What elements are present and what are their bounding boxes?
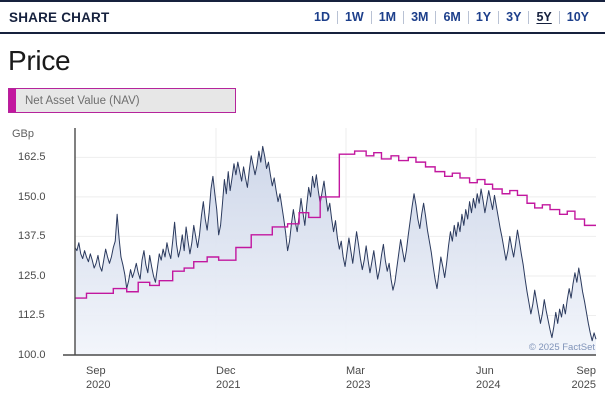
y-tick-label: 125.0 xyxy=(18,269,46,282)
range-tab-6m[interactable]: 6M xyxy=(443,10,461,24)
x-tick-label: Mar 2023 xyxy=(346,364,370,392)
x-tick-month: Sep xyxy=(576,365,596,377)
tab-separator xyxy=(370,10,372,24)
x-tick-year: 2021 xyxy=(216,379,241,391)
x-tick-month: Sep xyxy=(86,365,106,377)
range-tab-1w[interactable]: 1W xyxy=(344,10,364,24)
x-tick-year: 2025 xyxy=(571,379,596,391)
x-tick-year: 2024 xyxy=(476,379,501,391)
x-tick-month: Dec xyxy=(216,365,236,377)
tab-separator xyxy=(498,10,500,24)
y-tick-label: 150.0 xyxy=(18,190,46,203)
x-tick-label: Jun 2024 xyxy=(476,364,500,392)
y-axis-unit: GBp xyxy=(12,128,35,140)
x-tick-month: Jun xyxy=(476,365,494,377)
tab-separator xyxy=(336,10,338,24)
plot-area: GBp 162.5 150.0 137.5 125.0 112.5 100.0 © 202… xyxy=(0,126,605,415)
legend-nav[interactable]: Net Asset Value (NAV) xyxy=(8,88,236,113)
x-tick-label: Sep 2020 xyxy=(86,364,110,392)
range-tab-group: 1D 1W 1M 3M 6M 1Y 3Y 5Y 10Y xyxy=(307,9,596,25)
attribution-label: © 2025 FactSet xyxy=(528,342,595,353)
x-tick-year: 2020 xyxy=(86,379,111,391)
tab-separator xyxy=(435,10,437,24)
range-tab-3m[interactable]: 3M xyxy=(411,10,429,24)
y-tick-label: 162.5 xyxy=(18,151,46,164)
y-tick-label: 137.5 xyxy=(18,230,46,243)
widget-title: SHARE CHART xyxy=(9,9,110,25)
price-chart-svg xyxy=(63,128,597,356)
widget-header: SHARE CHART 1D 1W 1M 3M 6M 1Y 3Y 5Y 10Y xyxy=(0,0,605,34)
legend-color-swatch xyxy=(9,89,16,112)
x-tick-label: Sep 2025 xyxy=(572,364,596,392)
x-tick-month: Mar xyxy=(346,365,365,377)
x-tick-label: Dec 2021 xyxy=(216,364,240,392)
range-tab-3y[interactable]: 3Y xyxy=(506,10,522,24)
legend-label: Net Asset Value (NAV) xyxy=(25,94,140,107)
y-tick-label: 100.0 xyxy=(18,349,46,361)
range-tab-1y[interactable]: 1Y xyxy=(475,10,492,24)
range-tab-1d[interactable]: 1D xyxy=(314,10,330,24)
tab-separator xyxy=(558,10,560,24)
y-tick-label: 112.5 xyxy=(18,309,45,322)
nav-step-line xyxy=(75,150,596,299)
chart-title: Price xyxy=(8,45,71,76)
price-area-fill xyxy=(75,146,596,355)
tab-separator xyxy=(528,10,530,24)
y-axis-tick-labels: 162.5 150.0 137.5 125.0 112.5 100.0 xyxy=(18,126,70,361)
tab-separator xyxy=(467,10,469,24)
range-tab-5y[interactable]: 5Y xyxy=(536,10,552,24)
x-tick-year: 2023 xyxy=(346,379,371,391)
price-line xyxy=(74,145,597,342)
tab-separator xyxy=(403,10,405,24)
range-tab-10y[interactable]: 10Y xyxy=(566,10,589,24)
range-tab-1m[interactable]: 1M xyxy=(378,10,397,24)
